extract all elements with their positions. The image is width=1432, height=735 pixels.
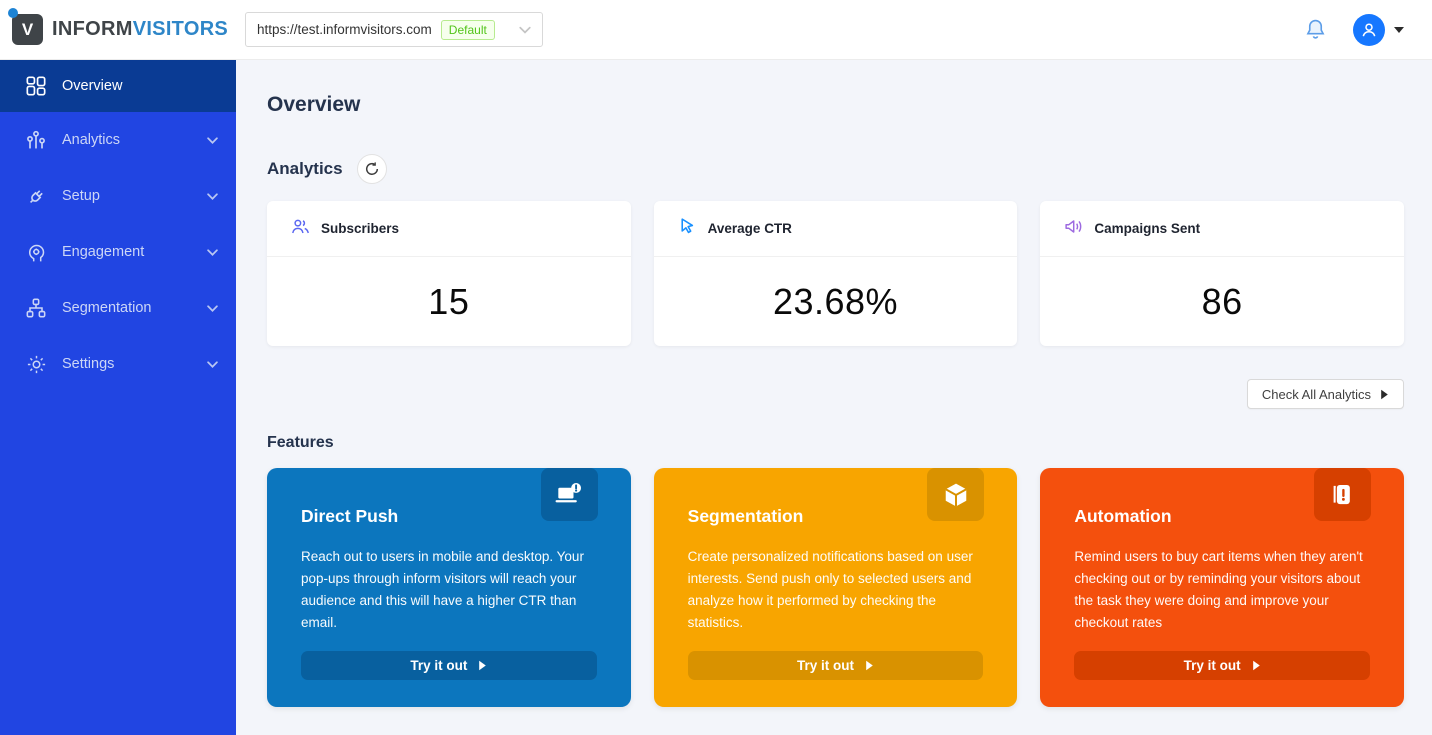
play-icon (479, 660, 487, 671)
sidebar-item-label: Segmentation (62, 300, 152, 316)
stat-label: Subscribers (321, 221, 400, 236)
sidebar-item-label: Analytics (62, 132, 121, 148)
campaigns-sent-card: Campaigns Sent 86 (1040, 201, 1404, 346)
try-it-out-button[interactable]: Try it out (687, 651, 984, 680)
avatar[interactable] (1353, 13, 1385, 46)
brand-dot-icon (8, 8, 18, 18)
page-title: Overview (267, 93, 361, 116)
header-actions (1304, 13, 1432, 46)
top-header: V INFORMVISITORS https://test.informvisi… (0, 0, 1432, 60)
analytics-section-head: Analytics (267, 154, 1404, 184)
chevron-down-icon (207, 360, 218, 368)
stat-label: Average CTR (707, 221, 792, 236)
sidebar-item-setup[interactable]: Setup (0, 168, 236, 224)
hierarchy-icon (25, 297, 47, 319)
feature-description: Create personalized notifications based … (687, 549, 973, 630)
play-icon (866, 660, 873, 671)
notifications-bell-icon[interactable] (1304, 18, 1327, 41)
caret-down-icon[interactable] (1394, 26, 1404, 33)
feature-description: Reach out to users in mobile and desktop… (301, 549, 584, 630)
site-url: https://test.informvisitors.com (257, 22, 432, 37)
dashboard-grid-icon (25, 75, 47, 97)
cursor-icon (678, 217, 697, 241)
chevron-down-icon (207, 304, 218, 312)
user-menu[interactable] (1353, 13, 1404, 46)
chevron-down-icon (207, 248, 218, 256)
try-it-out-button[interactable]: Try it out (301, 651, 597, 680)
sidebar-item-label: Engagement (62, 244, 145, 260)
sidebar-item-label: Setup (62, 188, 100, 204)
try-it-out-button[interactable]: Try it out (1074, 651, 1370, 680)
features-heading: Features (267, 434, 334, 451)
average-ctr-value: 23.68% (772, 280, 899, 322)
analytics-heading: Analytics (267, 159, 343, 178)
play-icon (1252, 660, 1260, 671)
play-icon (1381, 389, 1388, 399)
brand-logo: V INFORMVISITORS (0, 8, 233, 45)
main-content: Overview Analytics Subscribers (236, 60, 1432, 735)
brand-v-icon: V (8, 8, 43, 45)
chevron-down-icon (207, 136, 218, 144)
sidebar-item-label: Settings (62, 356, 115, 372)
brand-name: INFORMVISITORS (52, 18, 229, 40)
feature-title: Automation (1074, 506, 1172, 526)
site-selector-dropdown[interactable]: https://test.informvisitors.com Default (245, 12, 543, 47)
plug-icon (25, 185, 47, 207)
sidebar-nav: Overview Analytics Setup (0, 60, 236, 735)
automation-card: Automation Remind users to buy cart item… (1040, 468, 1404, 707)
feature-title: Direct Push (301, 506, 399, 526)
sidebar-item-analytics[interactable]: Analytics (0, 112, 236, 168)
head-gear-icon (25, 241, 47, 263)
gear-icon (25, 353, 47, 375)
chevron-down-icon (519, 26, 531, 34)
subscribers-card: Subscribers 15 (267, 201, 631, 346)
feature-title: Segmentation (687, 506, 804, 526)
check-all-analytics-button[interactable]: Check All Analytics (1246, 379, 1404, 409)
analytics-cards: Subscribers 15 Average CTR 23.68% (267, 201, 1404, 346)
sidebar-item-label: Overview (62, 78, 123, 94)
cube-icon (927, 468, 985, 521)
sidebar-item-overview[interactable]: Overview (0, 60, 236, 112)
campaigns-sent-value: 86 (1201, 280, 1243, 322)
sidebar-item-settings[interactable]: Settings (0, 336, 236, 392)
feature-cards: Direct Push Reach out to users in mobile… (267, 468, 1404, 707)
default-badge: Default (440, 19, 495, 40)
average-ctr-card: Average CTR 23.68% (653, 201, 1018, 346)
refresh-button[interactable] (356, 154, 387, 184)
subscribers-value: 15 (428, 280, 470, 322)
feature-description: Remind users to buy cart items when they… (1074, 549, 1363, 630)
megaphone-icon (1064, 217, 1083, 241)
book-alert-icon (1313, 468, 1371, 521)
laptop-alert-icon (540, 468, 598, 521)
chevron-down-icon (207, 192, 218, 200)
direct-push-card: Direct Push Reach out to users in mobile… (267, 468, 631, 707)
stat-label: Campaigns Sent (1094, 221, 1201, 236)
subscribers-icon (291, 217, 310, 241)
chart-icon (25, 129, 47, 151)
sidebar-item-engagement[interactable]: Engagement (0, 224, 236, 280)
sidebar-item-segmentation[interactable]: Segmentation (0, 280, 236, 336)
segmentation-card: Segmentation Create personalized notific… (653, 468, 1018, 707)
